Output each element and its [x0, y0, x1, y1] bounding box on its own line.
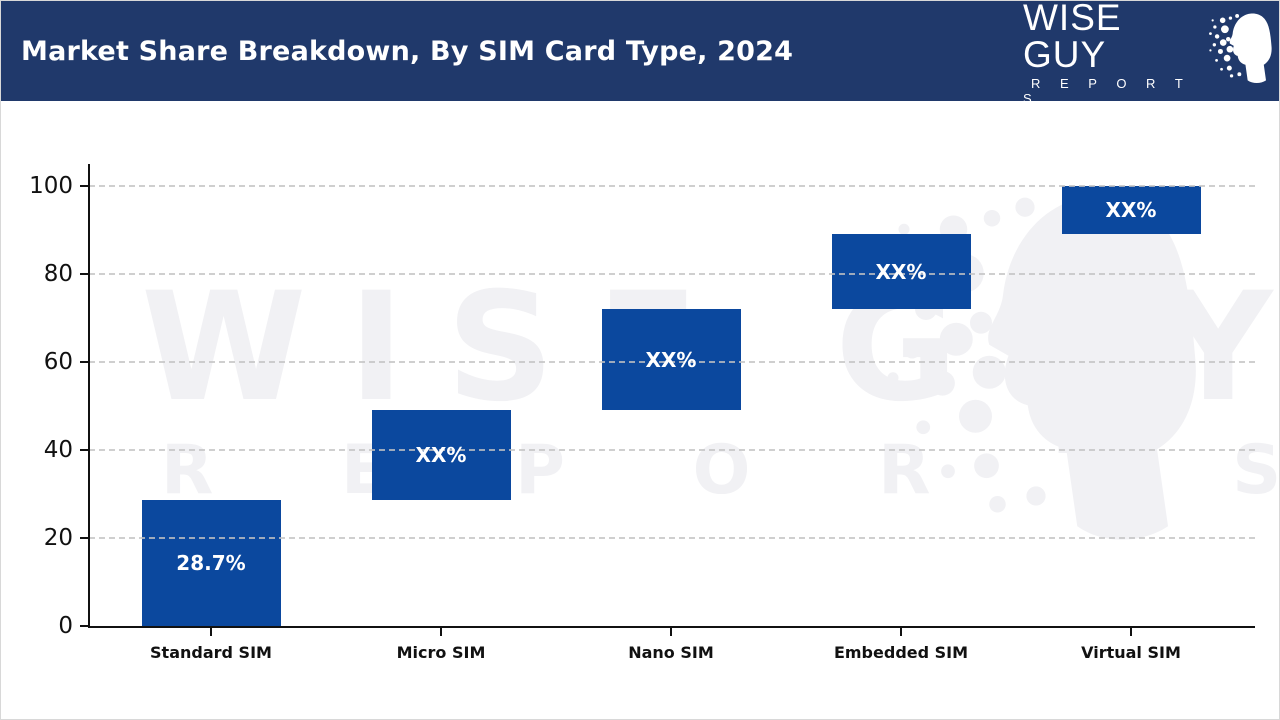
x-tick-mark [900, 628, 902, 636]
bar-micro-sim [371, 410, 511, 500]
y-tick-label: 40 [43, 437, 73, 463]
page-title: Market Share Breakdown, By SIM Card Type… [21, 35, 794, 67]
y-tick-mark [80, 537, 88, 539]
y-tick-mark [80, 273, 88, 275]
header-bar: Market Share Breakdown, By SIM Card Type… [1, 1, 1279, 106]
x-tick-mark [1130, 628, 1132, 636]
wiseguy-logo-text: WISE GUY R E P O R T S [1023, 0, 1204, 106]
y-tick-label: 80 [43, 261, 73, 287]
y-tick-label: 100 [29, 173, 73, 199]
bar-value-label: XX% [645, 347, 697, 372]
x-category-label: Micro SIM [396, 643, 486, 662]
watermark-face-icon [886, 195, 1196, 540]
bar-value-label: XX% [415, 443, 467, 468]
gridline-y40 [89, 449, 1255, 451]
y-tick-label: 60 [43, 349, 73, 375]
x-tick-mark [670, 628, 672, 636]
watermark-subtitle: R E P O R T S [161, 431, 1280, 510]
bar-standard-sim [141, 499, 281, 626]
bar-value-label: XX% [875, 259, 927, 284]
wiseguy-logo: WISE GUY R E P O R T S [1023, 1, 1273, 106]
bar-value-label: XX% [1105, 198, 1157, 223]
x-category-label: Virtual SIM [1081, 643, 1181, 662]
gridline-y80 [89, 273, 1255, 275]
x-axis-line [88, 626, 1255, 628]
y-axis-line [88, 164, 90, 628]
y-tick-label: 20 [43, 525, 73, 551]
y-tick-label: 0 [58, 613, 73, 639]
x-category-label: Standard SIM [150, 643, 272, 662]
bar-value-label: 28.7% [176, 550, 246, 575]
x-category-label: Nano SIM [628, 643, 714, 662]
gridline-y20 [89, 537, 1255, 539]
wiseguy-logo-subtitle: R E P O R T S [1023, 75, 1191, 106]
wiseguy-face-icon [1209, 13, 1272, 84]
bar-embedded-sim [831, 234, 971, 310]
y-tick-mark [80, 185, 88, 187]
y-tick-mark [80, 361, 88, 363]
bar-virtual-sim [1061, 186, 1201, 235]
gridline-y60 [89, 361, 1255, 363]
bar-nano-sim [601, 309, 741, 411]
x-category-label: Embedded SIM [833, 643, 969, 662]
y-tick-mark [80, 449, 88, 451]
x-tick-mark [210, 628, 212, 636]
x-tick-mark [440, 628, 442, 636]
wiseguy-logo-wordmark: WISE GUY [1023, 0, 1122, 75]
gridline-y100 [89, 185, 1255, 187]
y-tick-mark [80, 625, 88, 627]
